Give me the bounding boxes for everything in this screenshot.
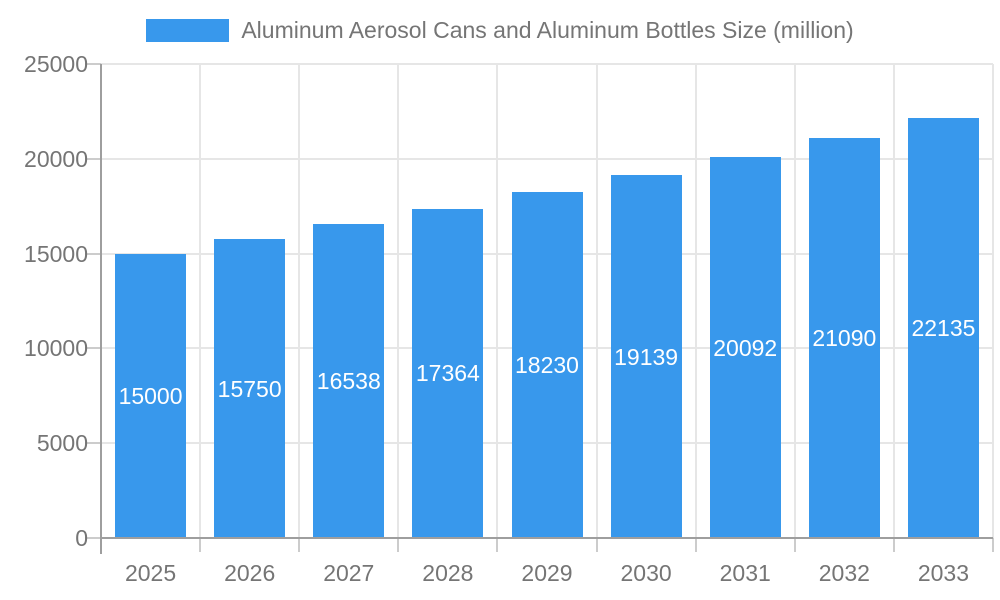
x-axis-tick — [595, 538, 598, 552]
x-axis-tick — [793, 538, 796, 552]
legend-label: Aluminum Aerosol Cans and Aluminum Bottl… — [241, 17, 854, 43]
bar-value-label: 20092 — [713, 334, 778, 361]
bar[interactable]: 16538 — [313, 224, 385, 538]
x-axis-label: 2030 — [620, 560, 672, 586]
gridline-horizontal — [101, 63, 993, 65]
bar-value-label: 16538 — [316, 368, 381, 395]
legend[interactable]: Aluminum Aerosol Cans and Aluminum Bottl… — [0, 16, 1000, 44]
gridline-vertical — [793, 64, 796, 538]
bar-value-label: 19139 — [614, 343, 679, 370]
bar-value-label: 15750 — [217, 375, 282, 402]
x-axis-label: 2026 — [224, 560, 276, 586]
y-axis-label: 10000 — [24, 335, 88, 362]
bar[interactable]: 15000 — [115, 253, 187, 538]
y-axis-tick — [85, 347, 101, 350]
bar-value-label: 15000 — [118, 382, 183, 409]
x-axis-label: 2028 — [422, 560, 474, 586]
gridline-horizontal — [101, 157, 993, 160]
gridline-vertical — [298, 64, 301, 538]
bar[interactable]: 21090 — [808, 138, 880, 538]
x-axis-label: 2029 — [521, 560, 573, 586]
y-axis-tick — [85, 252, 101, 255]
x-axis-tick — [694, 538, 697, 552]
y-axis-tick — [85, 63, 101, 65]
x-axis-tick — [992, 538, 994, 552]
y-axis-tick — [85, 442, 101, 445]
x-axis-label: 2032 — [818, 560, 870, 586]
gridline-vertical — [595, 64, 598, 538]
gridline-vertical — [397, 64, 400, 538]
gridline-vertical — [199, 64, 202, 538]
y-axis-label: 25000 — [24, 51, 88, 77]
y-axis-label: 15000 — [24, 240, 88, 267]
bar[interactable]: 22135 — [907, 118, 979, 538]
y-axis-label: 20000 — [24, 145, 88, 172]
bar-value-label: 22135 — [911, 315, 976, 342]
bar[interactable]: 17364 — [412, 208, 484, 538]
x-axis-tick — [892, 538, 895, 552]
x-axis-tick — [397, 538, 400, 552]
y-axis-line — [100, 64, 102, 554]
bar[interactable]: 19139 — [610, 175, 682, 538]
bar[interactable]: 20092 — [709, 157, 781, 538]
x-axis-label: 2025 — [124, 560, 177, 586]
gridline-vertical — [892, 64, 895, 538]
bar[interactable]: 15750 — [214, 239, 286, 538]
y-axis-tick — [85, 157, 101, 160]
bar[interactable]: 18230 — [511, 192, 583, 538]
bar-value-label: 18230 — [515, 352, 579, 379]
x-axis-tick — [199, 538, 202, 552]
x-axis-label: 2031 — [719, 560, 771, 586]
gridline-vertical — [992, 64, 994, 538]
x-axis-label: 2033 — [917, 560, 970, 586]
plot-area: 15000 15750 16538 17364 18230 19139 20092 21090… — [85, 63, 994, 554]
y-axis-label: 5000 — [36, 430, 88, 457]
x-axis-line — [101, 537, 993, 539]
y-axis-label: 0 — [75, 525, 88, 551]
gridline-vertical — [496, 64, 499, 538]
bar-value-label: 17364 — [415, 360, 480, 387]
legend-swatch — [146, 18, 230, 42]
x-axis-tick — [496, 538, 499, 552]
x-axis-tick — [298, 538, 301, 552]
y-axis-tick — [85, 537, 101, 539]
x-axis-label: 2027 — [323, 560, 375, 586]
gridline-vertical — [694, 64, 697, 538]
bar-value-label: 21090 — [812, 325, 877, 352]
